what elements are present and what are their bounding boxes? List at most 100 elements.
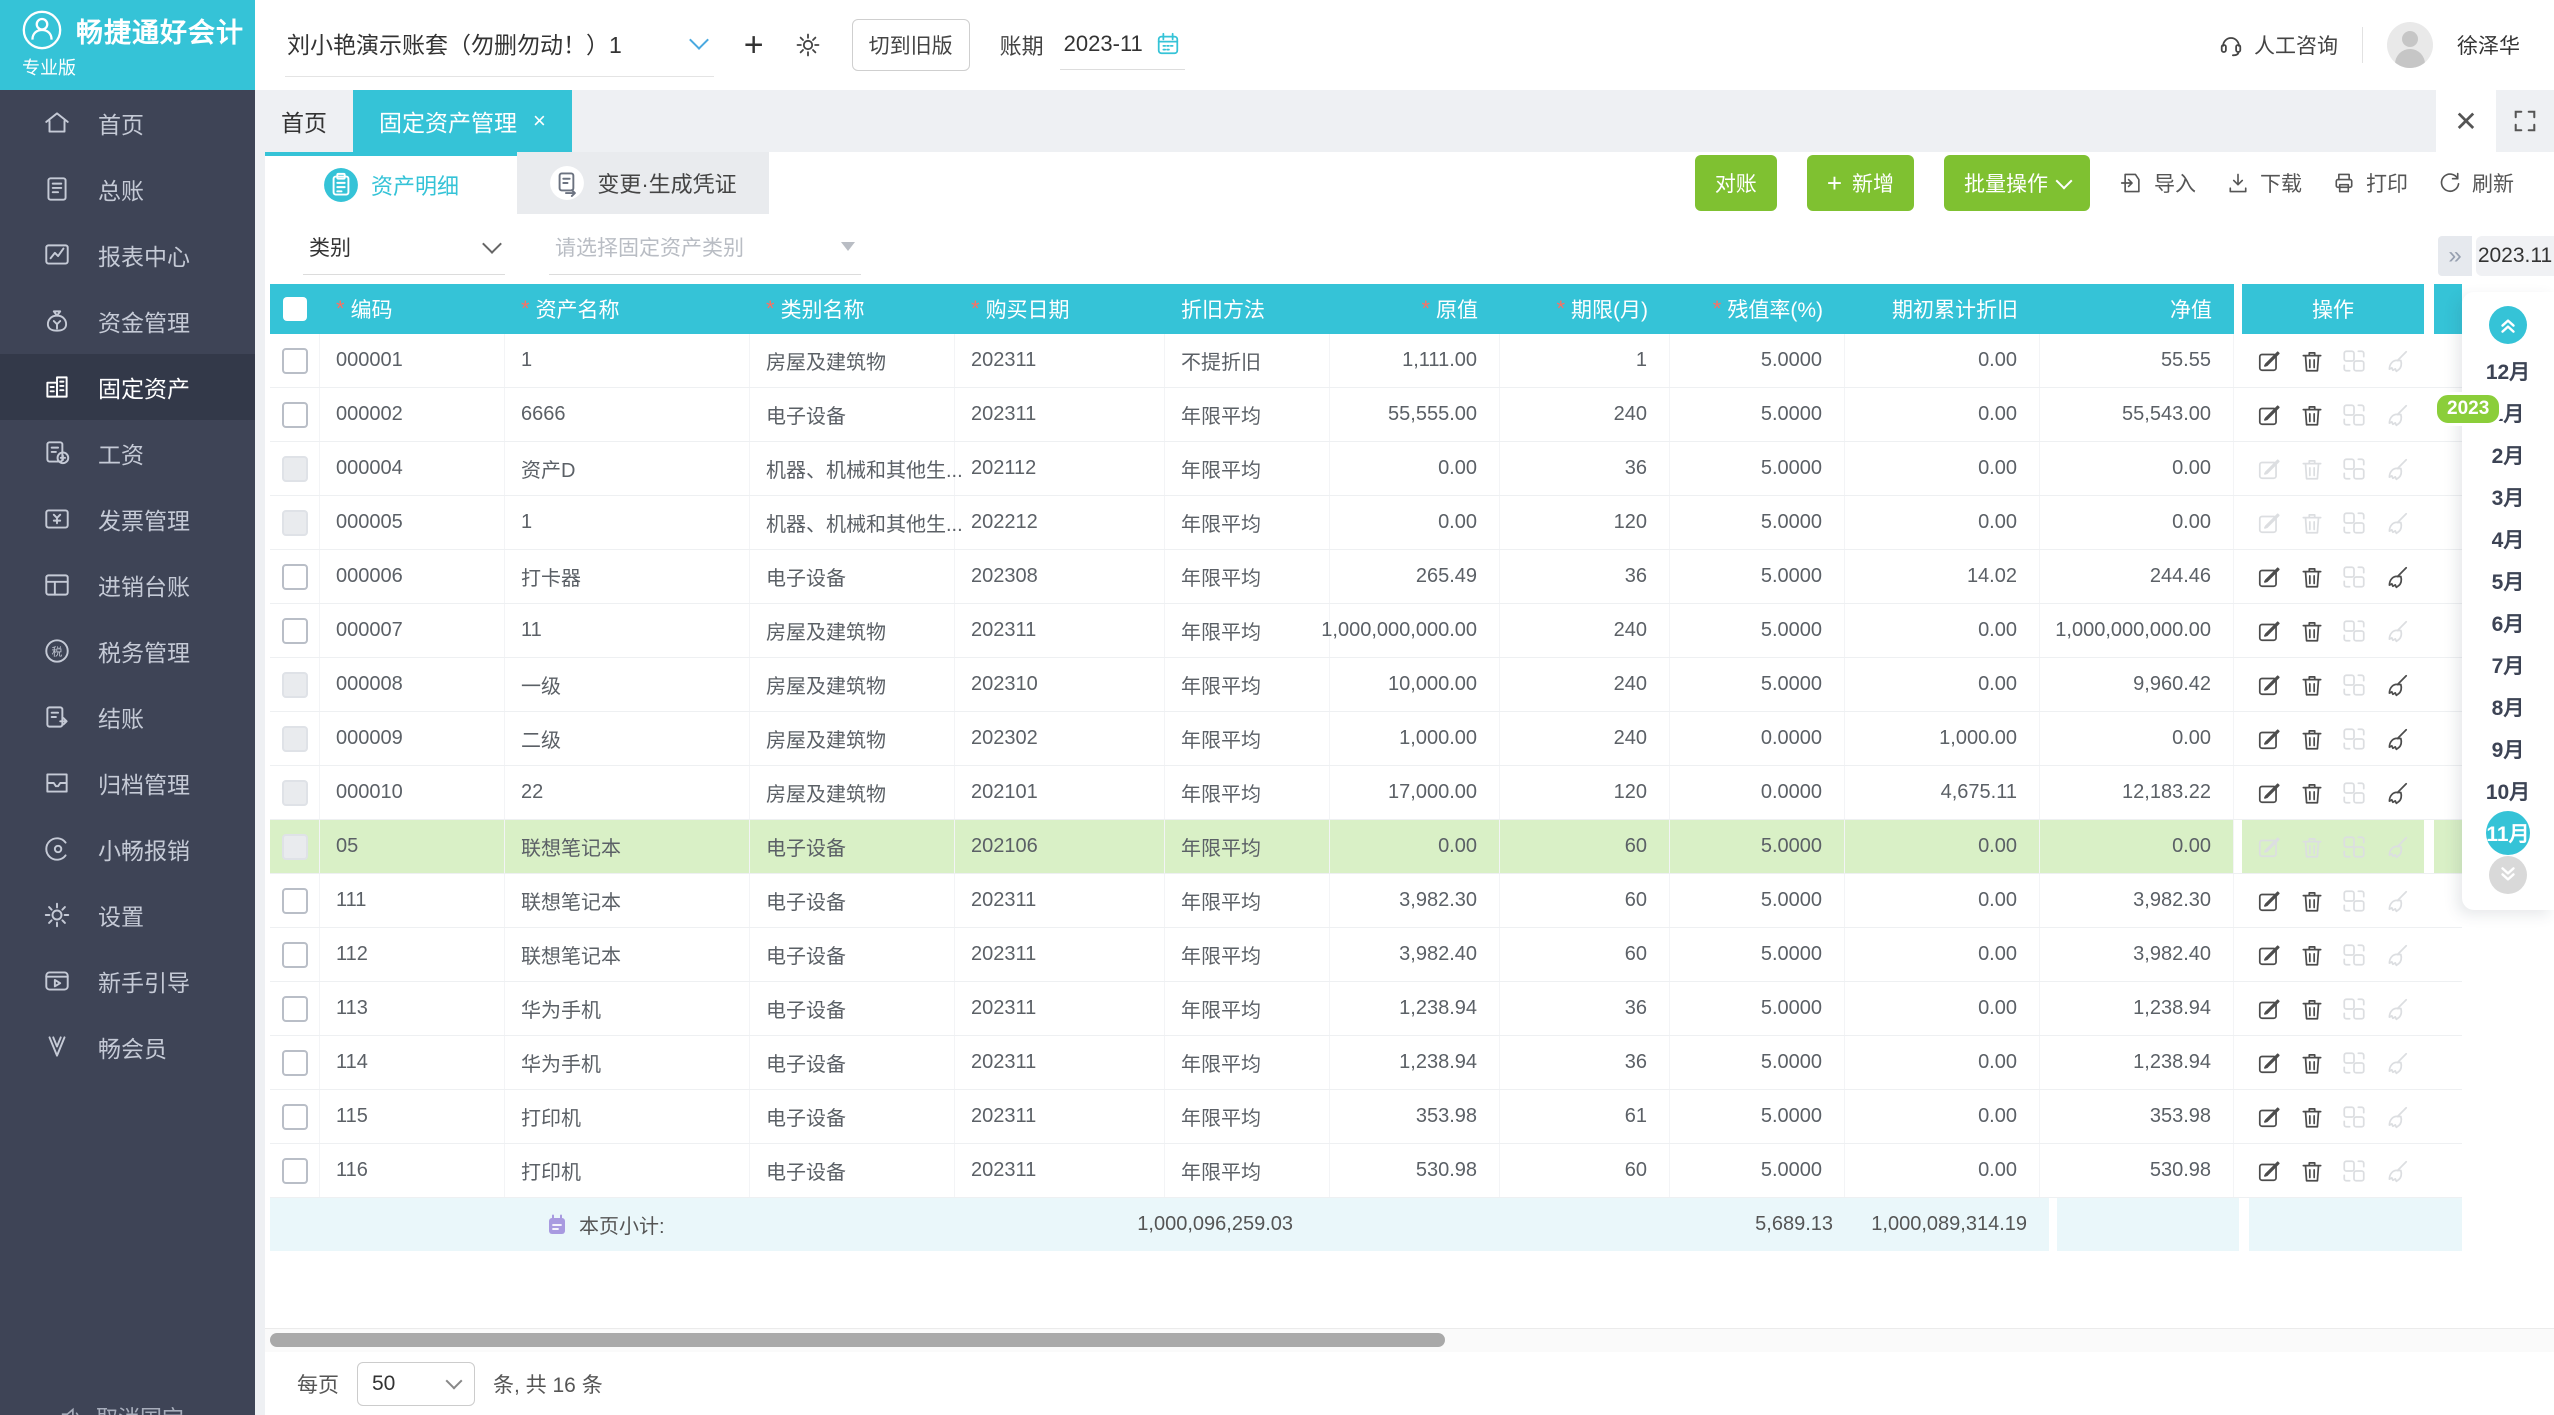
delete-icon[interactable] <box>2299 564 2325 590</box>
toolbar-button-0[interactable]: 对账 <box>1694 155 1777 211</box>
delete-icon[interactable] <box>2299 726 2325 752</box>
account-set-select[interactable]: 刘小艳演示账套（勿删勿动！）1 <box>285 14 714 77</box>
sidebar-item-1[interactable]: 总账 <box>0 156 255 222</box>
toolbar-link-1[interactable]: 下载 <box>2226 168 2302 198</box>
delete-icon[interactable] <box>2299 348 2325 374</box>
edit-icon[interactable] <box>2256 780 2282 806</box>
delete-icon[interactable] <box>2299 672 2325 698</box>
delete-icon[interactable] <box>2299 1104 2325 1130</box>
calendar-month-6月[interactable]: 6月 <box>2462 602 2554 644</box>
sidebar-item-13[interactable]: 新手引导 <box>0 948 255 1014</box>
subtab-1[interactable]: 变更·生成凭证 <box>517 152 769 214</box>
username[interactable]: 徐泽华 <box>2457 35 2520 58</box>
cell-code: 000001 <box>320 334 505 387</box>
row-checkbox[interactable] <box>281 563 308 590</box>
sidebar-item-8[interactable]: 税 税务管理 <box>0 618 255 684</box>
edit-icon[interactable] <box>2256 564 2282 590</box>
calendar-scroll-down-icon[interactable] <box>2489 856 2527 894</box>
toolbar-button-2[interactable]: 批量操作 <box>1944 155 2090 211</box>
delete-icon[interactable] <box>2299 1158 2325 1184</box>
edit-icon[interactable] <box>2256 888 2282 914</box>
sidebar-item-2[interactable]: 报表中心 <box>0 222 255 288</box>
clean-icon[interactable] <box>2384 780 2410 806</box>
sidebar-item-14[interactable]: 畅会员 <box>0 1014 255 1080</box>
calendar-month-7月[interactable]: 7月 <box>2462 644 2554 686</box>
sidebar-item-10[interactable]: 归档管理 <box>0 750 255 816</box>
delete-icon[interactable] <box>2299 996 2325 1022</box>
horizontal-scrollbar[interactable] <box>270 1333 1445 1347</box>
sidebar-item-11[interactable]: 小畅报销 <box>0 816 255 882</box>
row-checkbox[interactable] <box>281 1103 308 1130</box>
edit-icon[interactable] <box>2256 726 2282 752</box>
edit-icon[interactable] <box>2256 1158 2282 1184</box>
sidebar-item-9[interactable]: 结账 <box>0 684 255 750</box>
subtab-0[interactable]: 资产明细 <box>265 152 517 214</box>
row-checkbox[interactable] <box>281 941 308 968</box>
sidebar-item-12[interactable]: 设置 <box>0 882 255 948</box>
calendar-month-9月[interactable]: 9月 <box>2462 728 2554 770</box>
calendar-collapse-button[interactable]: » <box>2438 236 2472 276</box>
per-page-select[interactable]: 50 <box>357 1361 475 1406</box>
sidebar-item-0[interactable]: 首页 <box>0 90 255 156</box>
row-checkbox[interactable] <box>281 1049 308 1076</box>
toolbar-button-1[interactable]: + 新增 <box>1806 155 1914 211</box>
table-row: 000004 资产D 机器、机械和其他生... 202112 年限平均 0.00 36 5.0… <box>270 442 2462 496</box>
support-link[interactable]: 人工咨询 <box>2218 30 2338 60</box>
edit-icon[interactable] <box>2256 1050 2282 1076</box>
sidebar-item-6[interactable]: 发票管理 <box>0 486 255 552</box>
sidebar-item-5[interactable]: 工资 <box>0 420 255 486</box>
delete-icon[interactable] <box>2299 402 2325 428</box>
edit-icon[interactable] <box>2256 1104 2282 1130</box>
calendar-month-10月[interactable]: 10月 <box>2462 770 2554 812</box>
calendar-month-4月[interactable]: 4月 <box>2462 518 2554 560</box>
row-checkbox[interactable] <box>281 401 308 428</box>
add-account-set-button[interactable]: + <box>743 26 764 64</box>
sidebar-item-3[interactable]: 资金管理 <box>0 288 255 354</box>
toolbar-link-0[interactable]: 导入 <box>2120 168 2196 198</box>
edit-icon[interactable] <box>2256 996 2282 1022</box>
row-checkbox[interactable] <box>281 1157 308 1184</box>
delete-icon[interactable] <box>2299 1050 2325 1076</box>
row-checkbox[interactable] <box>281 347 308 374</box>
edit-icon[interactable] <box>2256 402 2282 428</box>
clean-icon[interactable] <box>2384 564 2410 590</box>
toolbar-link-2[interactable]: 打印 <box>2332 168 2408 198</box>
period-select[interactable]: 2023-11 <box>1059 21 1185 70</box>
calendar-month-3月[interactable]: 3月 <box>2462 476 2554 518</box>
calendar-month-5月[interactable]: 5月 <box>2462 560 2554 602</box>
clean-icon[interactable] <box>2384 672 2410 698</box>
calendar-month-2月[interactable]: 2月 <box>2462 434 2554 476</box>
edit-icon[interactable] <box>2256 618 2282 644</box>
row-checkbox[interactable] <box>281 887 308 914</box>
tab-home[interactable]: 首页 <box>281 110 327 136</box>
calendar-month-8月[interactable]: 8月 <box>2462 686 2554 728</box>
delete-icon[interactable] <box>2299 780 2325 806</box>
avatar[interactable] <box>2387 22 2433 68</box>
calendar-month-12月[interactable]: 12月 <box>2462 350 2554 392</box>
delete-icon[interactable] <box>2299 888 2325 914</box>
toolbar-link-3[interactable]: 刷新 <box>2438 168 2514 198</box>
close-page-button[interactable]: ✕ <box>2436 90 2496 152</box>
tab-fixed-assets[interactable]: 固定资产管理 × <box>353 90 572 152</box>
asset-category-select[interactable]: 请选择固定资产类别 <box>549 224 861 275</box>
fullscreen-icon[interactable] <box>2496 90 2554 152</box>
cell-initial_depreciation: 0.00 <box>1845 874 2040 927</box>
print-icon <box>2332 171 2356 195</box>
row-checkbox[interactable] <box>281 995 308 1022</box>
tab-close-icon[interactable]: × <box>533 108 546 133</box>
select-all-checkbox[interactable] <box>283 297 307 321</box>
sidebar-item-4[interactable]: 固定资产 <box>0 354 255 420</box>
calendar-month-11月[interactable]: 11月 <box>2462 811 2554 855</box>
edit-icon[interactable] <box>2256 942 2282 968</box>
sidebar-item-7[interactable]: 进销台账 <box>0 552 255 618</box>
delete-icon[interactable] <box>2299 618 2325 644</box>
edit-icon[interactable] <box>2256 348 2282 374</box>
filter-type-select[interactable]: 类别 <box>303 224 505 275</box>
row-checkbox[interactable] <box>281 617 308 644</box>
delete-icon[interactable] <box>2299 942 2325 968</box>
switch-old-version-button[interactable]: 切到旧版 <box>851 19 970 71</box>
account-settings-gear-icon[interactable] <box>794 31 822 59</box>
clean-icon[interactable] <box>2384 726 2410 752</box>
edit-icon[interactable] <box>2256 672 2282 698</box>
calendar-scroll-up-icon[interactable] <box>2489 306 2527 344</box>
